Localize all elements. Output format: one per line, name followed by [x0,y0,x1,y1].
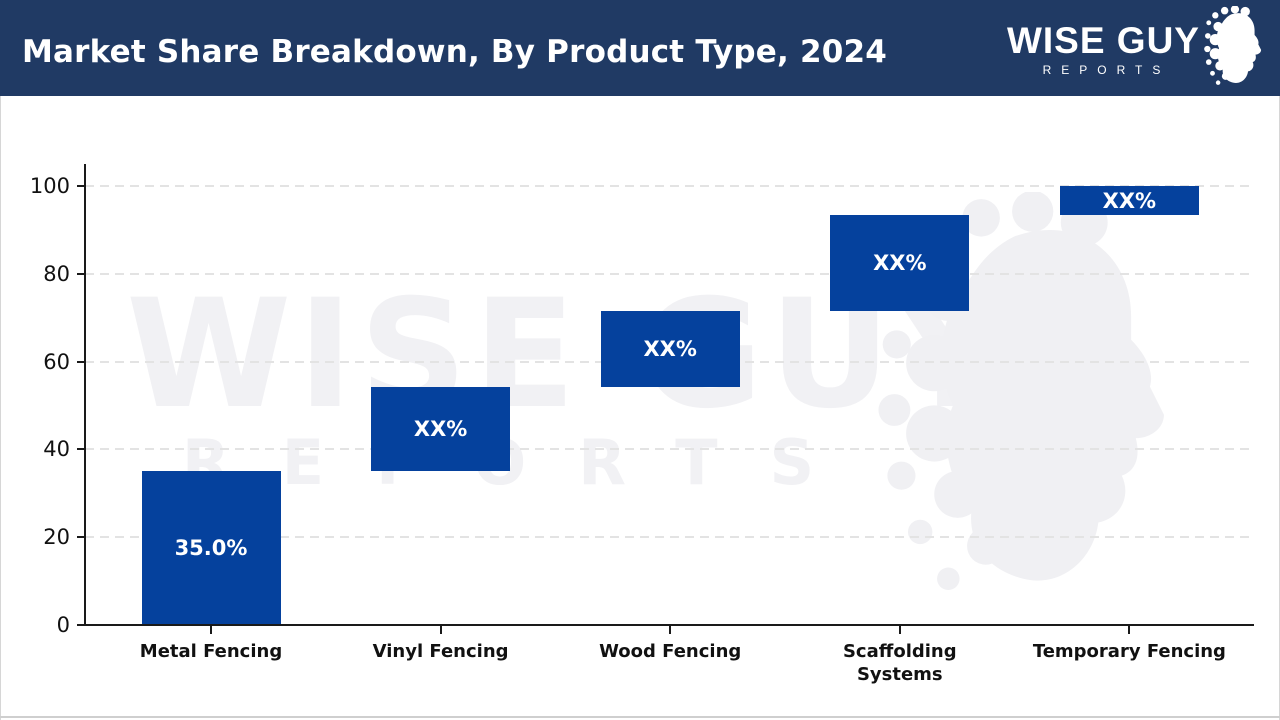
y-axis-tick [77,624,85,626]
y-axis-line [84,164,86,625]
bar-value-label: XX% [873,251,927,276]
logo-wordmark: WISE GUY [1006,19,1200,61]
gridline [85,536,1253,539]
chart-bar: XX% [830,215,970,312]
y-axis-tick-label: 0 [56,613,70,637]
bottom-border [0,716,1280,718]
x-axis-tick [439,625,442,634]
x-axis-category-label: Metal Fencing [139,641,283,662]
gridline [85,272,1253,275]
bar-value-label: XX% [643,336,697,361]
bar-value-label: XX% [413,416,468,441]
x-axis-category-label: Wood Fencing [599,641,742,662]
logo-subtitle: REPORTS [1042,62,1171,77]
chart-bar: XX% [600,311,740,387]
y-axis-tick [77,185,85,187]
y-axis-tick [77,448,85,451]
x-axis-tick [210,625,212,634]
logo-text: WISE GUY REPORTS [1007,22,1200,77]
x-axis-category-label: Scaffolding Systems [842,641,957,686]
y-axis-tick-label: 40 [43,437,70,462]
y-axis-tick [77,536,85,539]
page-title: Market Share Breakdown, By Product Type,… [22,34,888,70]
x-axis-tick [898,625,901,634]
y-axis-tick [77,360,85,363]
bar-value-label: 35.0% [174,536,248,561]
y-axis-tick [77,272,85,275]
wiseguy-logo: WISE GUY REPORTS [1007,4,1264,92]
x-axis-tick [1128,625,1131,634]
chart-bar: XX% [371,386,511,472]
header: Market Share Breakdown, By Product Type,… [0,0,1280,96]
y-axis-tick-label: 100 [29,174,70,198]
y-axis-tick-label: 60 [43,349,70,374]
x-axis-category-label: Vinyl Fencing [372,641,509,662]
bar-value-label: XX% [1102,188,1157,213]
y-axis-tick-label: 80 [43,261,70,286]
x-axis-category-label: Temporary Fencing [1032,641,1226,662]
chart-bar: XX% [1059,186,1199,216]
y-axis-tick-label: 20 [43,525,70,550]
chart-bar: 35.0% [141,471,281,625]
watermark-subtext: REPORTS [182,426,867,499]
gridline [85,448,1253,451]
gridline [85,185,1253,187]
x-axis-tick [669,625,672,634]
x-axis-line [84,624,1254,626]
logo-face-icon [1204,6,1262,85]
